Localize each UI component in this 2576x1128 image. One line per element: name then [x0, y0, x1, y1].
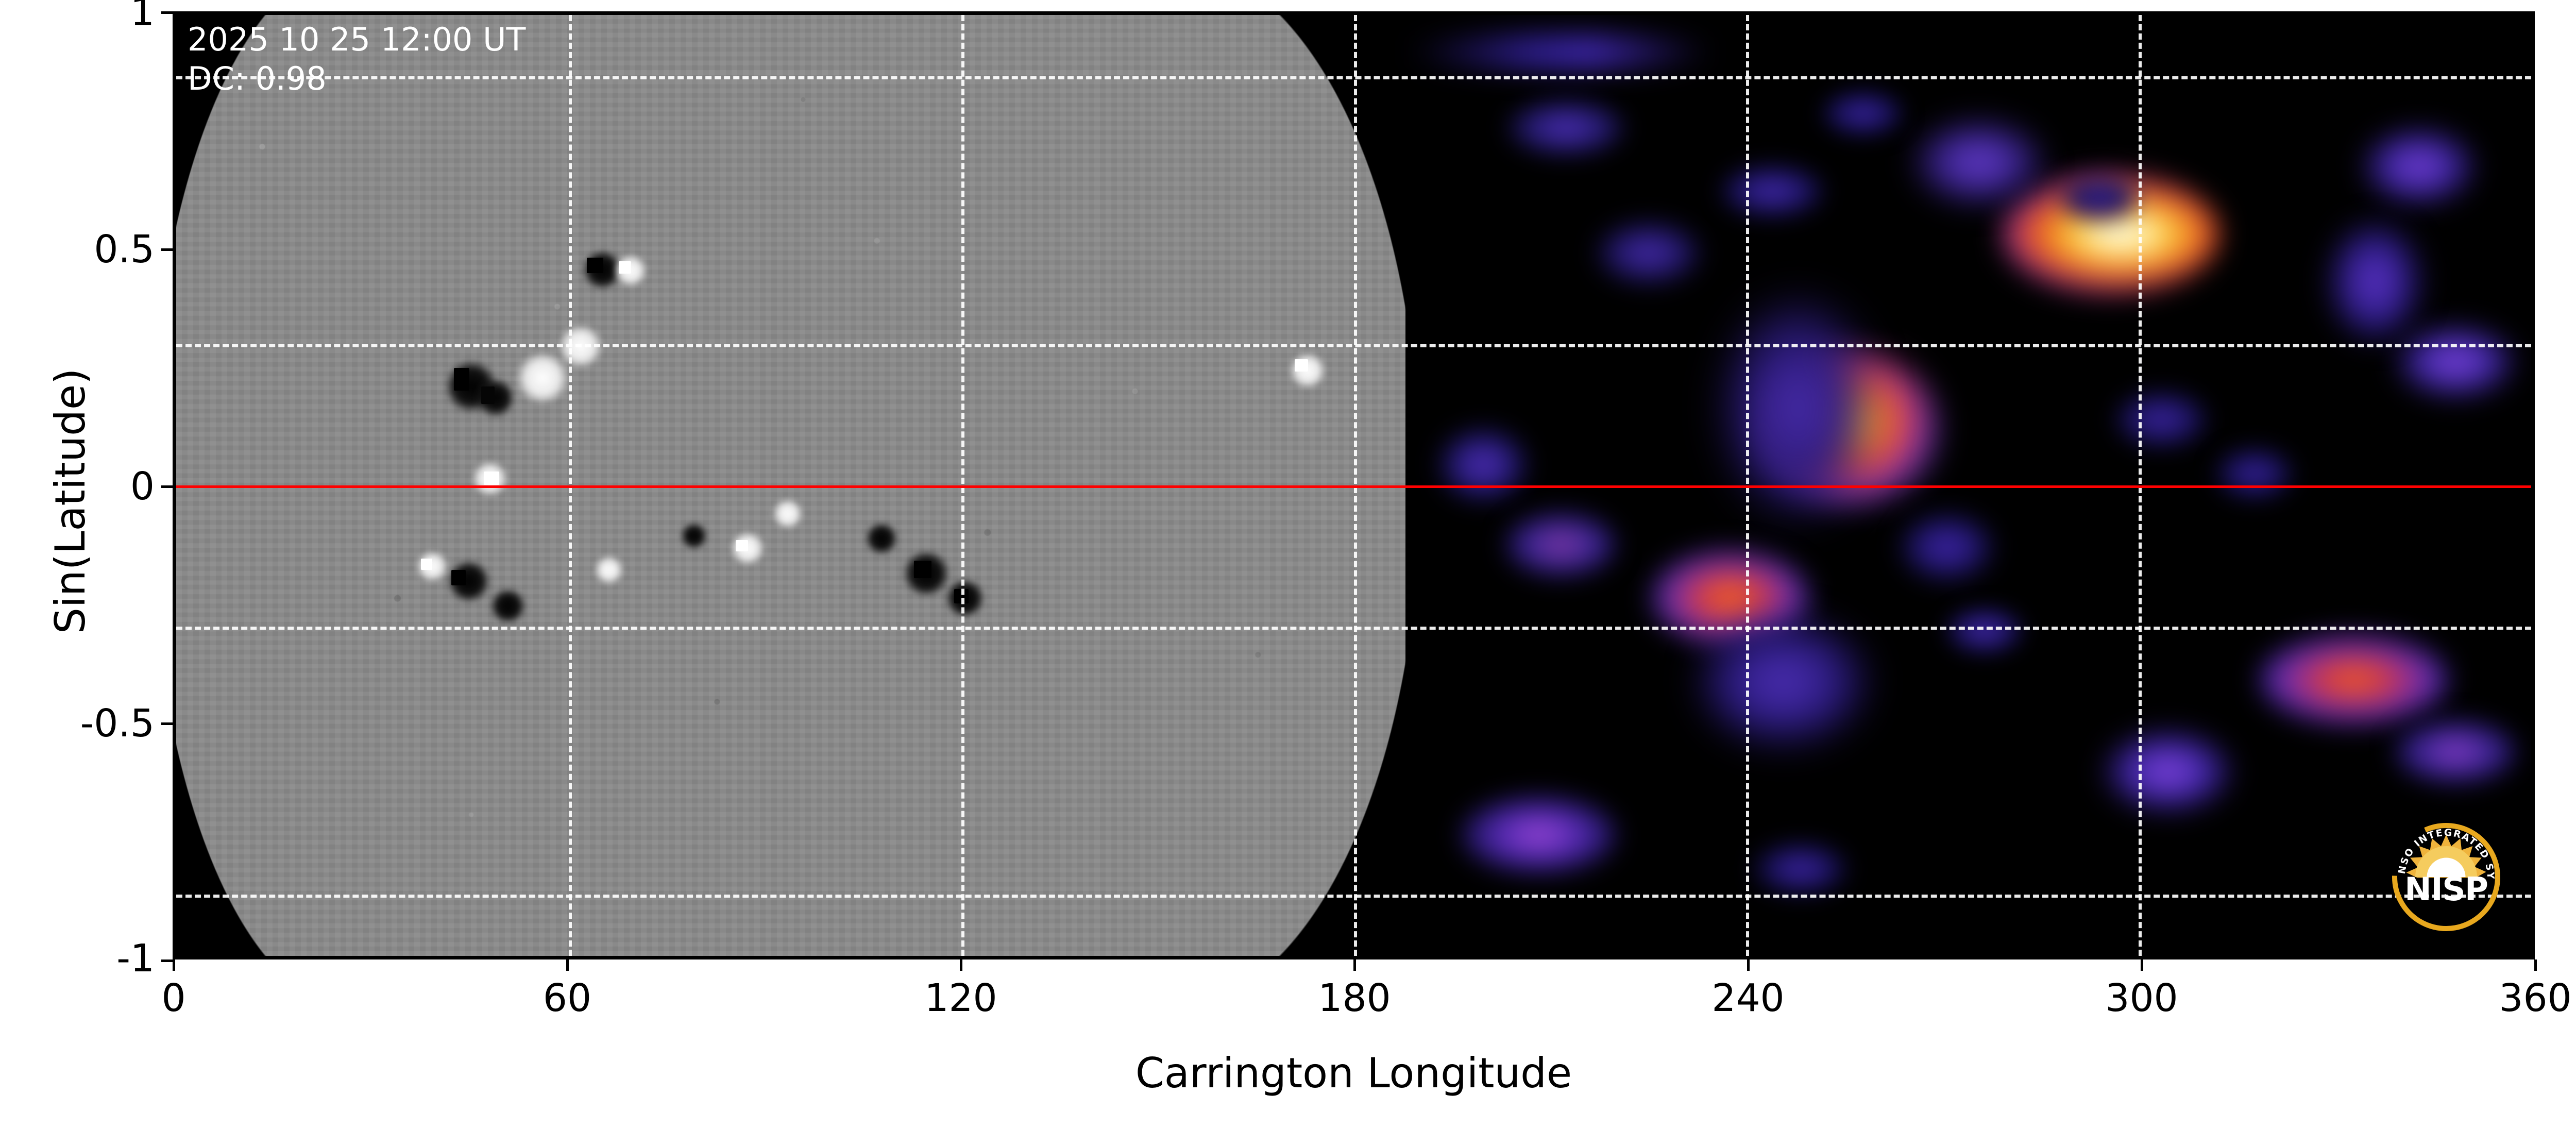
- farside-phase-shift-panel: [1405, 15, 2531, 956]
- farside-active-region: [1439, 429, 1527, 501]
- farside-active-region: [2396, 720, 2515, 783]
- frontside-active-region: [865, 523, 899, 554]
- sunspot-core: [586, 258, 603, 274]
- farside-active-region: [2328, 222, 2421, 341]
- y-axis-label: Sin(Latitude): [46, 368, 94, 634]
- farside-active-region: [1945, 608, 2023, 654]
- y-tick: [161, 959, 173, 962]
- farside-active-region: [1405, 33, 1715, 70]
- sunspot-core: [735, 540, 748, 551]
- farside-active-region: [2261, 636, 2447, 724]
- equator-line: [176, 485, 2531, 488]
- y-tick-label: 0: [130, 464, 155, 509]
- frontside-active-region: [680, 523, 708, 549]
- x-tick: [1747, 959, 1750, 971]
- farside-active-region: [1754, 843, 1848, 895]
- farside-active-region: [2362, 128, 2476, 206]
- farside-active-region: [1720, 165, 1824, 217]
- nisp-logo: NSO INTEGRATED SYNOPTIC PROGRAM NISP: [2382, 813, 2500, 931]
- logo-ring: [2392, 823, 2500, 931]
- timestamp-annotation: 2025 10 25 12:00 UT DC: 0.98: [188, 20, 526, 98]
- farside-active-region: [1822, 90, 1905, 137]
- sunspot-core: [451, 570, 466, 586]
- frontside-active-region: [514, 353, 571, 403]
- farside-active-region: [2058, 175, 2141, 222]
- x-tick: [2534, 959, 2537, 971]
- x-tick-label: 120: [924, 976, 997, 1020]
- logo-sun-flare: [2406, 834, 2486, 878]
- y-tick: [161, 722, 173, 725]
- farside-active-region: [2114, 391, 2208, 448]
- x-tick-label: 360: [2499, 976, 2572, 1020]
- sunspot-core: [483, 471, 499, 485]
- x-tick: [1353, 959, 1356, 971]
- sunspot-core: [454, 367, 470, 391]
- x-tick-label: 0: [161, 976, 186, 1020]
- farside-active-region: [2103, 730, 2232, 813]
- frontside-active-region: [489, 588, 527, 623]
- annotation-duty-cycle: DC: 0.98: [188, 59, 327, 97]
- y-tick: [161, 11, 173, 14]
- y-tick: [161, 485, 173, 488]
- frontside-active-region: [772, 499, 804, 529]
- sunspot-core: [913, 561, 931, 579]
- x-tick: [2141, 959, 2143, 971]
- farside-active-region: [1506, 99, 1625, 157]
- sunspot-core: [420, 559, 432, 570]
- logo-name-text: NISP: [2404, 870, 2487, 908]
- x-tick-label: 60: [543, 976, 592, 1020]
- x-tick: [173, 959, 175, 971]
- frontside-active-region: [594, 555, 624, 584]
- x-tick-label: 240: [1711, 976, 1785, 1020]
- map-image-area: 2025 10 25 12:00 UT DC: 0.98 NSO INTEGRAT…: [176, 15, 2531, 956]
- x-tick-label: 300: [2105, 976, 2178, 1020]
- y-tick: [161, 248, 173, 251]
- x-tick-label: 180: [1318, 976, 1391, 1020]
- synoptic-map-axes: 2025 10 25 12:00 UT DC: 0.98 NSO INTEGRAT…: [173, 11, 2535, 959]
- farside-active-region: [1462, 796, 1617, 873]
- x-axis-label: Carrington Longitude: [1135, 1049, 1572, 1097]
- y-tick-label: 0.5: [94, 227, 155, 272]
- y-tick-label: 1: [130, 0, 155, 35]
- farside-active-region: [2396, 325, 2515, 398]
- farside-active-region: [1597, 222, 1700, 284]
- farside-active-region: [1506, 513, 1615, 576]
- annotation-datetime: 2025 10 25 12:00 UT: [188, 21, 526, 58]
- farside-active-region: [1912, 118, 2046, 206]
- x-tick: [960, 959, 962, 971]
- farside-active-region: [2216, 447, 2294, 499]
- y-tick-label: -1: [116, 936, 155, 981]
- farside-active-region: [1698, 617, 1869, 746]
- sunspot-core: [618, 261, 631, 274]
- y-tick-label: -0.5: [80, 701, 155, 746]
- x-tick: [566, 959, 569, 971]
- farside-active-region: [1901, 513, 1994, 581]
- sunspot-core: [481, 386, 495, 405]
